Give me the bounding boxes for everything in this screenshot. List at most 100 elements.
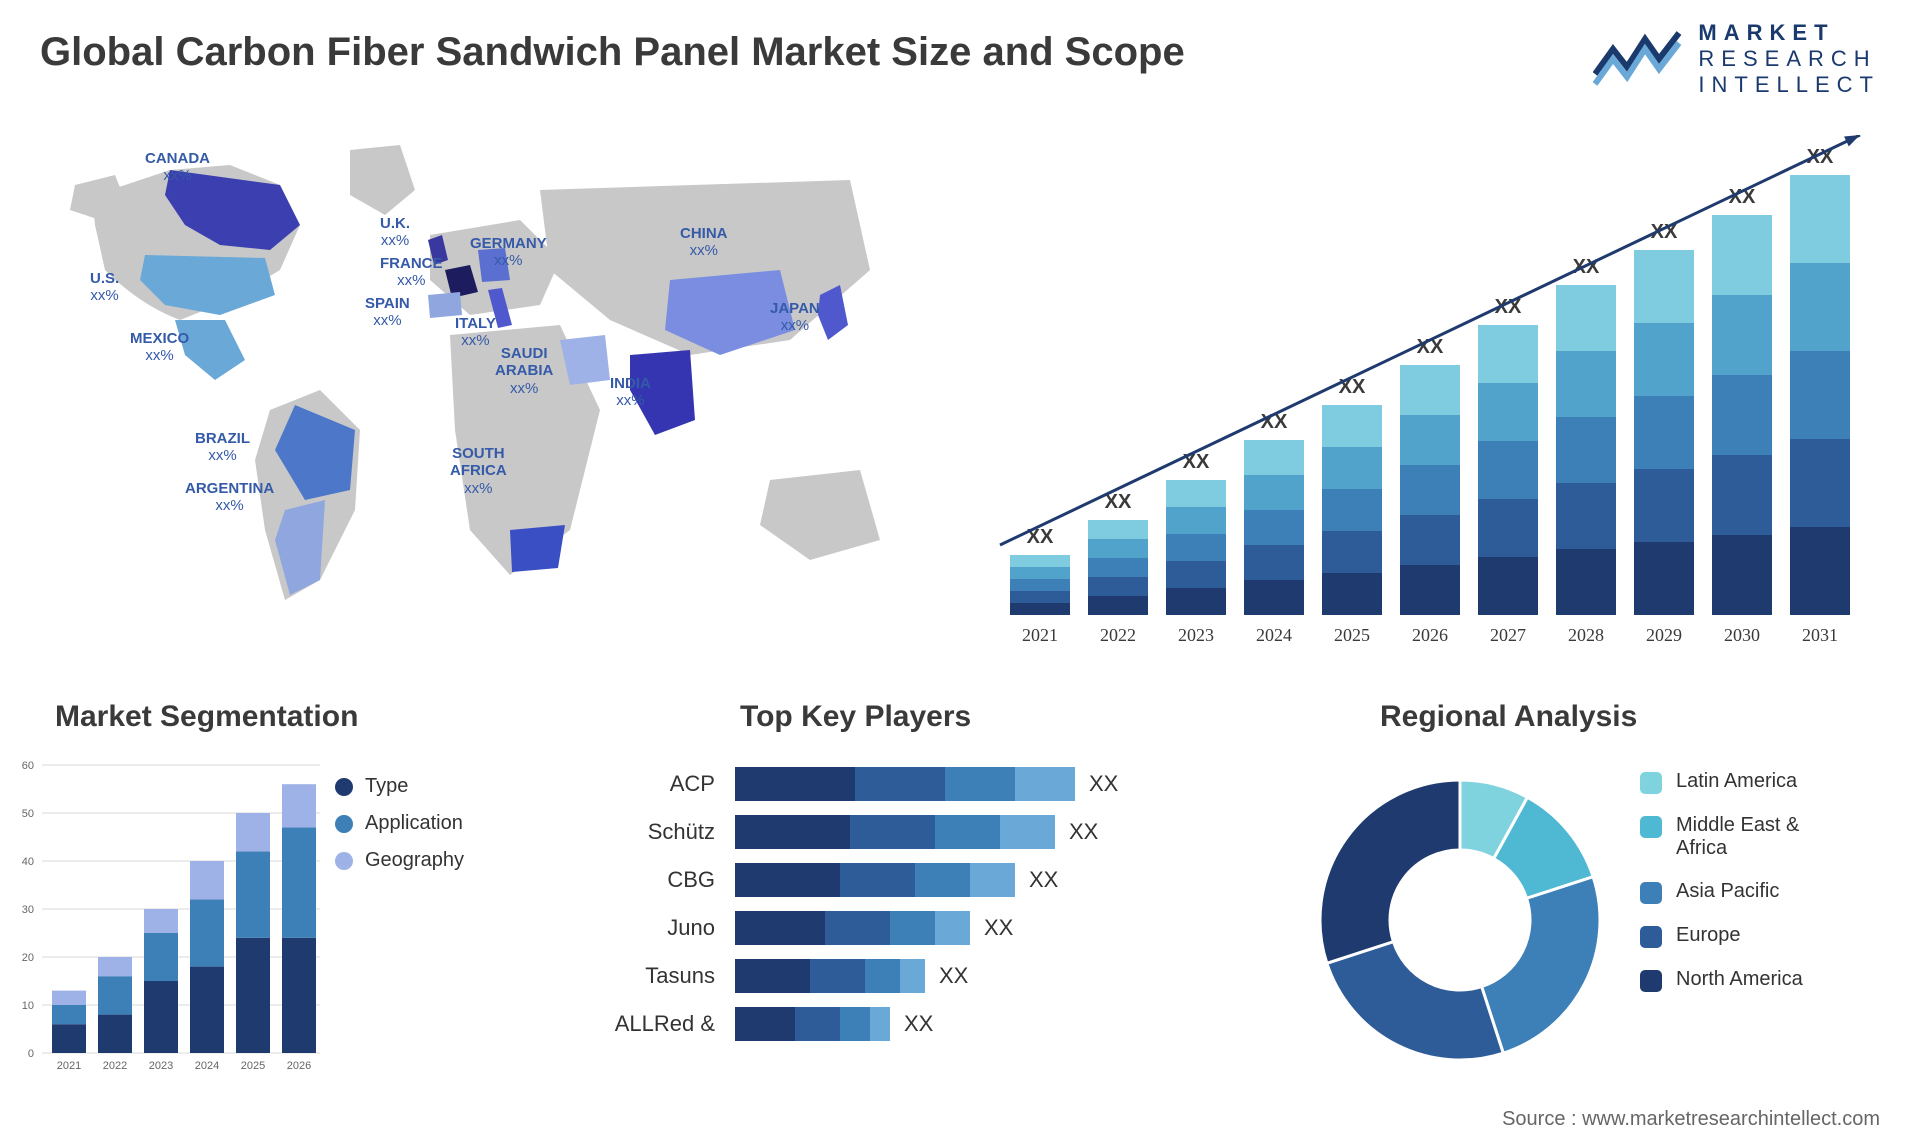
svg-text:2022: 2022 — [1100, 625, 1136, 645]
source-text: Source : www.marketresearchintellect.com — [1502, 1108, 1880, 1131]
legend-item: Middle East &Africa — [1640, 814, 1803, 860]
player-name: CBG — [560, 856, 730, 904]
regional-donut — [1300, 760, 1620, 1080]
world-map-svg — [50, 130, 900, 650]
svg-text:2031: 2031 — [1802, 625, 1838, 645]
svg-text:50: 50 — [22, 808, 34, 820]
bar-segment — [945, 767, 1015, 801]
segmentation-title: Market Segmentation — [55, 700, 358, 734]
bar-segment — [840, 863, 915, 897]
svg-text:2027: 2027 — [1490, 625, 1526, 645]
legend-item: Geography — [335, 849, 464, 872]
player-name: ACP — [560, 760, 730, 808]
player-name: ALLRed & — [560, 1000, 730, 1048]
world-map: CANADAxx% U.S.xx% MEXICOxx% BRAZILxx% ARGENT… — [50, 130, 900, 650]
bar-segment — [900, 959, 925, 993]
segmentation-legend: Type Application Geography — [335, 775, 464, 886]
key-players-title: Top Key Players — [740, 700, 971, 734]
svg-text:XX: XX — [1339, 376, 1366, 398]
logo-icon — [1593, 29, 1683, 89]
brand-logo: MARKET RESEARCH INTELLECT — [1593, 20, 1880, 98]
player-bar — [735, 959, 925, 993]
svg-text:2025: 2025 — [241, 1060, 265, 1072]
legend-swatch — [1640, 816, 1662, 838]
player-bar-row: XX — [735, 808, 1235, 856]
legend-swatch — [1640, 882, 1662, 904]
map-label: ARGENTINAxx% — [185, 480, 274, 515]
bar-segment — [735, 815, 850, 849]
bar-segment — [855, 767, 945, 801]
map-label: SAUDIARABIAxx% — [495, 345, 553, 397]
bar-segment — [735, 1007, 795, 1041]
svg-text:2028: 2028 — [1568, 625, 1604, 645]
svg-text:2030: 2030 — [1724, 625, 1760, 645]
map-label: BRAZILxx% — [195, 430, 250, 465]
legend-swatch — [335, 815, 353, 833]
legend-swatch — [335, 852, 353, 870]
player-bar — [735, 1007, 890, 1041]
svg-text:40: 40 — [22, 856, 34, 868]
svg-text:30: 30 — [22, 904, 34, 916]
map-label: SOUTHAFRICAxx% — [450, 445, 507, 497]
player-name: Juno — [560, 904, 730, 952]
player-value: XX — [904, 1011, 933, 1037]
map-label: GERMANYxx% — [470, 235, 547, 270]
regional-title: Regional Analysis — [1380, 700, 1637, 734]
map-label: U.S.xx% — [90, 270, 119, 305]
legend-swatch — [1640, 926, 1662, 948]
bar-chart-svg: 2021XX2022XX2023XX2024XX2025XX2026XX2027… — [980, 135, 1880, 655]
bar-segment — [735, 863, 840, 897]
svg-text:2024: 2024 — [1256, 625, 1292, 645]
player-value: XX — [939, 963, 968, 989]
svg-text:XX: XX — [1183, 451, 1210, 473]
map-label: CANADAxx% — [145, 150, 210, 185]
svg-text:0: 0 — [28, 1048, 34, 1060]
player-value: XX — [984, 915, 1013, 941]
logo-line2: RESEARCH — [1698, 46, 1880, 72]
svg-text:2025: 2025 — [1334, 625, 1370, 645]
player-name: Tasuns — [560, 952, 730, 1000]
player-bar-row: XX — [735, 952, 1235, 1000]
player-value: XX — [1089, 771, 1118, 797]
map-label: CHINAxx% — [680, 225, 728, 260]
svg-text:2024: 2024 — [195, 1060, 219, 1072]
map-label: MEXICOxx% — [130, 330, 189, 365]
player-value: XX — [1069, 819, 1098, 845]
svg-text:2021: 2021 — [1022, 625, 1058, 645]
bar-segment — [850, 815, 935, 849]
bar-segment — [735, 911, 825, 945]
player-bar — [735, 815, 1055, 849]
key-players-chart: ACPSchützCBGJunoTasunsALLRed & XXXXXXXXX… — [560, 760, 1280, 1100]
legend-swatch — [1640, 772, 1662, 794]
bar-segment — [970, 863, 1015, 897]
player-bar-row: XX — [735, 904, 1235, 952]
legend-label: Application — [365, 812, 463, 835]
legend-swatch — [335, 778, 353, 796]
bar-segment — [735, 767, 855, 801]
legend-item: North America — [1640, 968, 1803, 992]
player-bar — [735, 767, 1075, 801]
svg-text:2029: 2029 — [1646, 625, 1682, 645]
player-bar — [735, 911, 970, 945]
legend-item: Type — [335, 775, 464, 798]
logo-text: MARKET RESEARCH INTELLECT — [1698, 20, 1880, 98]
legend-label: Asia Pacific — [1676, 880, 1779, 903]
legend-label: Middle East &Africa — [1676, 814, 1799, 860]
legend-item: Application — [335, 812, 464, 835]
svg-text:2026: 2026 — [1412, 625, 1448, 645]
bar-segment — [810, 959, 865, 993]
bar-segment — [735, 959, 810, 993]
map-label: ITALYxx% — [455, 315, 496, 350]
bar-segment — [890, 911, 935, 945]
bar-segment — [1015, 767, 1075, 801]
svg-text:2023: 2023 — [149, 1060, 173, 1072]
legend-item: Latin America — [1640, 770, 1803, 794]
bar-segment — [825, 911, 890, 945]
bar-segment — [915, 863, 970, 897]
map-label: INDIAxx% — [610, 375, 651, 410]
svg-text:20: 20 — [22, 952, 34, 964]
legend-item: Europe — [1640, 924, 1803, 948]
legend-label: Type — [365, 775, 408, 798]
svg-text:2023: 2023 — [1178, 625, 1214, 645]
player-bar-row: XX — [735, 1000, 1235, 1048]
